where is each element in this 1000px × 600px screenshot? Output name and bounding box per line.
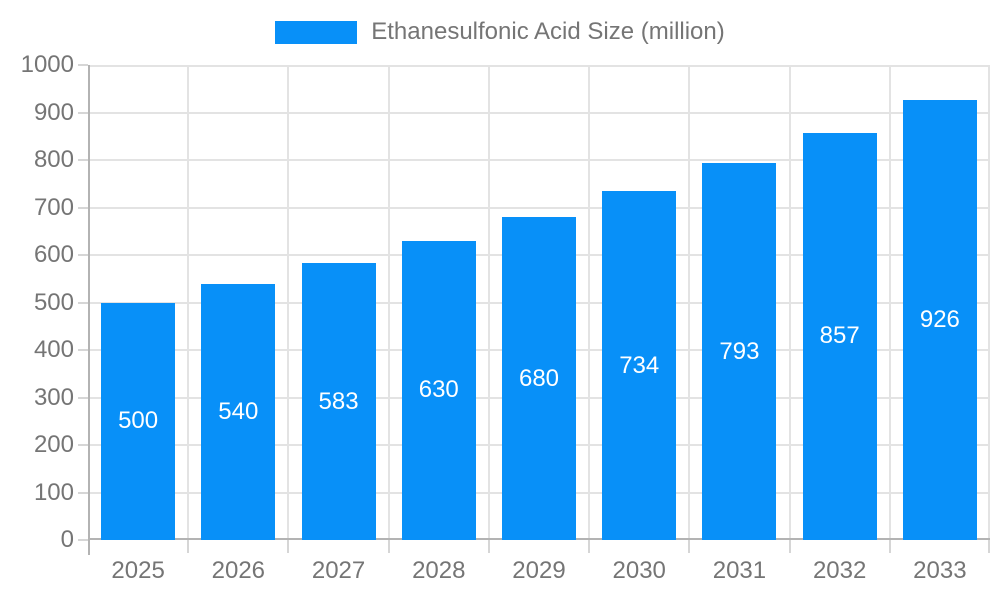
- y-axis-label: 800: [33, 146, 74, 173]
- bar-value-label: 680: [518, 364, 560, 392]
- y-tick-mark: [78, 349, 88, 351]
- x-axis-label: 2028: [412, 557, 466, 584]
- y-tick-mark: [78, 206, 88, 209]
- bar[interactable]: 734: [602, 191, 677, 540]
- x-tick-mark: [287, 540, 289, 553]
- y-tick-mark: [78, 254, 88, 256]
- bar-value-label: 734: [619, 351, 660, 379]
- x-tick-mark: [488, 540, 490, 553]
- y-tick-mark: [78, 539, 88, 541]
- x-axis-label: 2029: [512, 557, 566, 584]
- x-tick-mark: [688, 540, 690, 553]
- bar[interactable]: 630: [401, 240, 476, 540]
- x-gridline: [588, 65, 590, 540]
- y-axis-label: 900: [33, 98, 74, 126]
- x-gridline: [889, 65, 891, 540]
- y-axis-label: 400: [33, 336, 74, 363]
- y-axis-label: 500: [33, 288, 74, 316]
- x-gridline: [187, 65, 189, 540]
- x-gridline: [287, 65, 289, 540]
- y-axis-label: 300: [33, 383, 74, 411]
- x-axis-label: 2033: [913, 557, 967, 584]
- x-axis-label: 2027: [311, 557, 366, 584]
- x-axis-label: 2032: [812, 557, 867, 584]
- y-gridline: [88, 65, 990, 67]
- x-tick-mark: [789, 540, 791, 553]
- x-tick-mark: [187, 540, 189, 553]
- y-axis-label: 200: [33, 431, 74, 458]
- bar-value-label: 926: [919, 306, 960, 334]
- bar[interactable]: 540: [201, 283, 276, 540]
- bar-value-label: 540: [218, 397, 259, 425]
- y-gridline: [88, 206, 990, 209]
- bar[interactable]: 500: [101, 302, 176, 540]
- bar-value-label: 500: [118, 407, 159, 435]
- legend-swatch-icon: [275, 20, 358, 44]
- x-tick-mark: [588, 540, 590, 553]
- y-tick-mark: [78, 159, 88, 161]
- legend-label: Ethanesulfonic Acid Size (million): [371, 18, 725, 45]
- y-gridline: [88, 111, 990, 114]
- bar[interactable]: 857: [802, 132, 877, 540]
- x-tick-mark: [889, 540, 891, 553]
- y-tick-mark: [78, 396, 88, 399]
- plot-area: 500 540 583 630 680 734 793 857 926: [88, 65, 990, 555]
- x-gridline: [488, 65, 490, 540]
- bar-value-label: 630: [418, 376, 459, 404]
- x-axis-label: 2025: [111, 557, 165, 584]
- bar-value-label: 793: [719, 337, 760, 365]
- x-tick-mark: [988, 540, 990, 553]
- bar[interactable]: 793: [702, 163, 777, 540]
- y-tick-mark: [78, 64, 88, 66]
- y-axis-label: 700: [33, 193, 74, 221]
- y-axis-line: [88, 65, 90, 555]
- y-axis-label: 600: [33, 241, 74, 268]
- x-axis-label: 2026: [211, 557, 266, 584]
- x-gridline: [688, 65, 690, 540]
- y-tick-mark: [78, 111, 88, 114]
- y-axis-label: 0: [60, 526, 74, 553]
- bar[interactable]: 583: [301, 263, 376, 540]
- x-gridline: [789, 65, 791, 540]
- x-gridline: [388, 65, 390, 540]
- bar-value-label: 583: [318, 387, 359, 415]
- y-axis-label: 100: [33, 478, 74, 506]
- x-tick-mark: [388, 540, 390, 553]
- bar-value-label: 857: [819, 322, 860, 350]
- legend[interactable]: Ethanesulfonic Acid Size (million): [0, 18, 1000, 46]
- y-axis-label: 1000: [20, 51, 74, 78]
- y-tick-mark: [78, 444, 88, 446]
- y-tick-mark: [78, 491, 88, 494]
- y-tick-mark: [78, 301, 88, 304]
- bar[interactable]: 680: [502, 217, 576, 540]
- x-axis-label: 2030: [612, 557, 666, 584]
- y-gridline: [88, 159, 990, 161]
- x-axis-label: 2031: [712, 557, 767, 584]
- x-gridline: [988, 65, 990, 540]
- bar[interactable]: 926: [902, 100, 977, 540]
